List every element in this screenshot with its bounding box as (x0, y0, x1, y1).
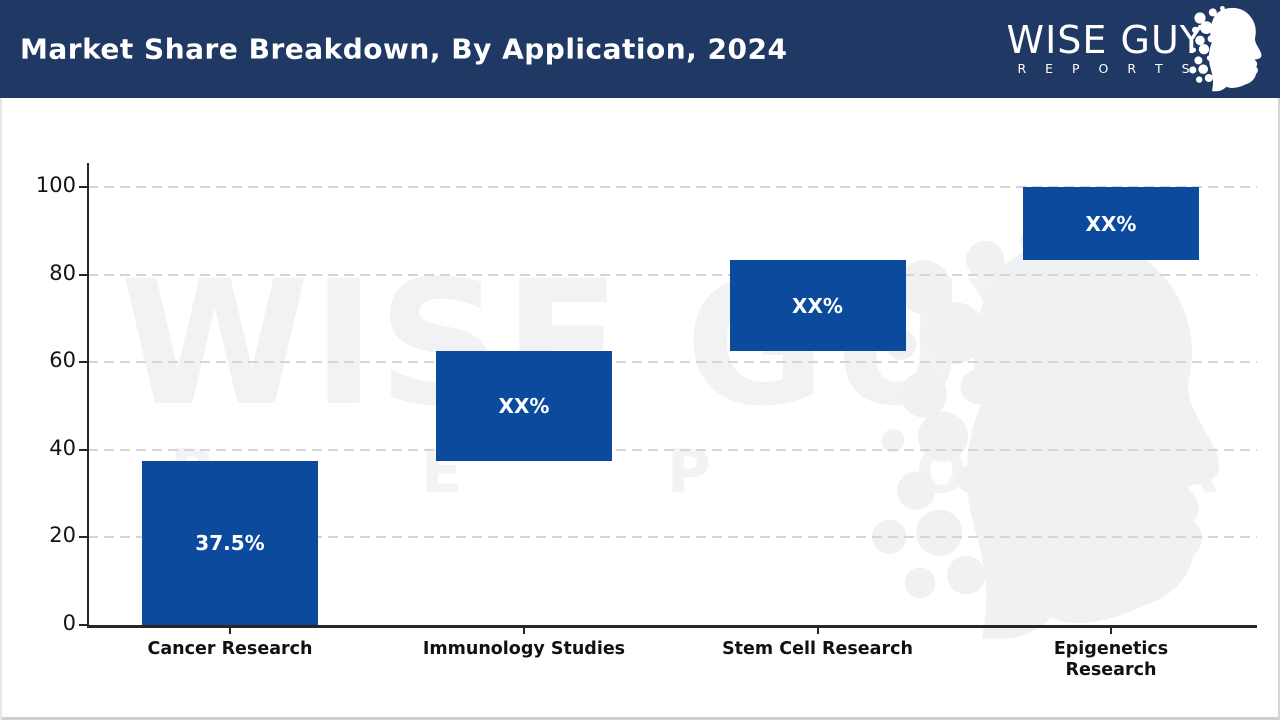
x-tick (229, 627, 231, 634)
y-tick-label: 60 (49, 348, 76, 373)
logo-subtitle: R E P O R T S (1017, 61, 1198, 77)
y-tick (79, 186, 87, 188)
header-bar: Market Share Breakdown, By Application, … (0, 0, 1280, 98)
page-title: Market Share Breakdown, By Application, … (20, 32, 788, 66)
y-axis (87, 163, 89, 625)
gridline (88, 361, 1257, 364)
y-tick (79, 536, 87, 539)
y-tick-label: 40 (49, 435, 76, 460)
y-tick (79, 624, 87, 626)
x-tick-label: Stem Cell Research (722, 639, 913, 659)
y-tick (79, 361, 87, 364)
bar-value-label: XX% (792, 293, 843, 318)
y-tick (79, 273, 87, 276)
y-tick-label: 0 (62, 611, 76, 635)
logo-wordmark: WISE GUY (1006, 17, 1204, 62)
bar: 37.5% (142, 460, 318, 625)
bar-value-label: XX% (1085, 211, 1137, 236)
bar: XX% (729, 260, 906, 352)
bar-value-label: 37.5% (195, 530, 265, 555)
x-tick (523, 627, 525, 634)
x-tick-label: Immunology Studies (422, 639, 626, 659)
x-axis (87, 625, 1257, 628)
gridline (88, 186, 1257, 188)
x-tick (1110, 627, 1112, 634)
gridline (88, 273, 1257, 276)
x-tick (816, 627, 819, 634)
y-tick-label: 80 (49, 260, 76, 285)
bar: XX% (436, 351, 612, 461)
bar-value-label: XX% (498, 394, 550, 418)
logo-text: WISE GUY R E P O R T S (1006, 17, 1204, 77)
bar: XX% (1023, 187, 1199, 261)
x-tick-label: Epigenetics Research (1053, 639, 1169, 681)
watermark-head-icon (862, 210, 1274, 652)
gridline (88, 448, 1257, 451)
x-tick-label: Cancer Research (147, 639, 313, 659)
y-tick-label: 20 (49, 523, 76, 548)
gridline (88, 536, 1257, 539)
y-tick (79, 448, 87, 451)
wiseguy-logo: WISE GUY R E P O R T S (1007, 2, 1272, 94)
y-tick-label: 100 (35, 173, 76, 197)
